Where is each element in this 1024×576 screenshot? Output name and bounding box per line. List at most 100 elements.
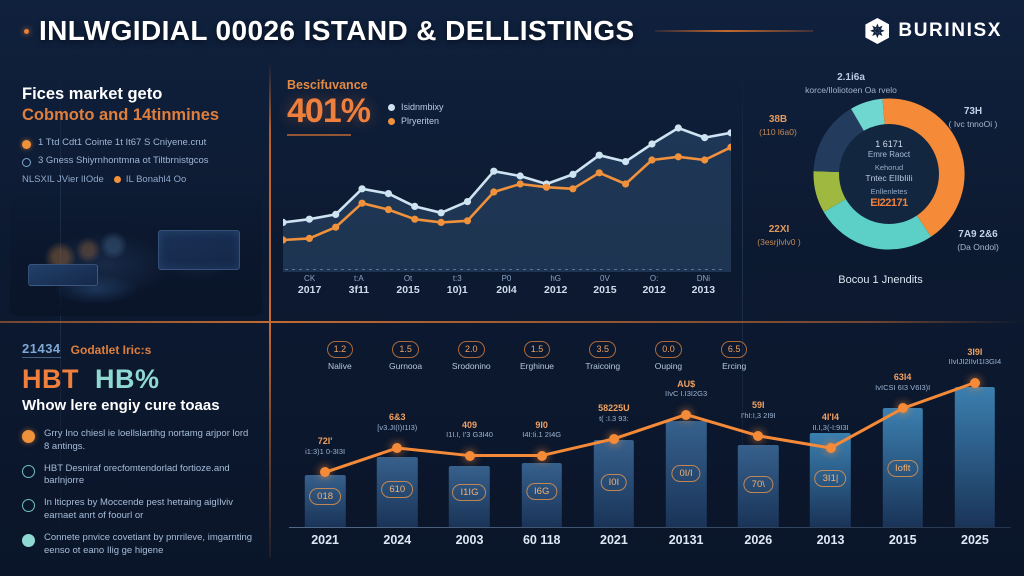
donut-center: 1 6171 Emre Raoct Kehorud Tntec EIIbIiIi… xyxy=(839,124,939,224)
metric-badge[interactable]: 0.0 Ouping xyxy=(636,339,702,371)
bar-column[interactable]: 0I/I xyxy=(650,375,722,527)
metric-badge-label: Ercing xyxy=(722,360,747,371)
donut-chart-panel: 1 6171 Emre Raoct Kehorud Tntec EIIbIiIi… xyxy=(737,64,1024,321)
trend-point[interactable] xyxy=(320,467,331,478)
bar-chart-tick: 2015 xyxy=(888,533,917,547)
bar-value-badge: 018 xyxy=(309,488,342,506)
donut-caption: Bocou 1 Jnendits xyxy=(838,274,923,286)
bar-column[interactable]: Ioflt xyxy=(867,375,939,527)
donut-label-sub: ( Ivc tnnoOi ) xyxy=(948,118,998,129)
trend-point-note: 63I4 IvICSI 6I3 V6I3)I xyxy=(875,372,930,392)
bar-chart-tick: 20131 xyxy=(668,533,704,547)
trend-point[interactable] xyxy=(897,403,908,414)
bar-chart-tick-labels: 2021 2024 2003 60 118 2021 20131 2026 2013 2015 2… xyxy=(289,533,1011,547)
donut-center-line6: EI22171 xyxy=(870,197,908,209)
bar-column[interactable]: I0I xyxy=(578,375,650,527)
tick-top: CK xyxy=(304,274,316,283)
trend-point[interactable] xyxy=(753,430,764,441)
horizontal-divider xyxy=(0,321,1024,323)
bar-chart-tick: 2021 xyxy=(311,533,339,547)
donut-label-value: 22XI xyxy=(768,224,790,235)
dot-marker-icon xyxy=(113,175,121,183)
point-note-value: 72I' xyxy=(317,436,333,447)
intro-tags: NLSXIL JVier lIOde IL Bonahl4 Oo xyxy=(22,174,251,185)
donut-label-sub: (110 l6a0) xyxy=(759,126,797,137)
bar-column[interactable]: 018 xyxy=(289,375,361,527)
legend-swatch-icon xyxy=(387,117,395,125)
donut-segment xyxy=(813,171,848,212)
point-note-value: 9I0 xyxy=(535,419,548,430)
intro-panel: Fices market geto Cobmoto and 14tinmines… xyxy=(0,64,269,321)
bar-chart-plot: 018 610 I1IG I6G I0I 0I/I 70\ 3I1| Ioflt 72I' i1:… xyxy=(289,347,1011,527)
donut-center-line3: Kehorud xyxy=(874,163,904,172)
tick-top: t:A xyxy=(353,274,364,283)
trend-point-note: 4I'I4 II.I,3(-I:9I3I xyxy=(812,412,848,432)
metric-badge[interactable]: 6.5 Ercing xyxy=(701,339,767,371)
trend-point[interactable] xyxy=(969,377,980,388)
point-note-value: 6&3 xyxy=(389,411,406,422)
stat-underline xyxy=(287,134,351,136)
trend-point[interactable] xyxy=(681,409,692,420)
bar-column[interactable]: I6G xyxy=(506,375,578,527)
point-note-sub: t( :I.3 93: xyxy=(599,413,629,423)
bar-value-badge: 3I1| xyxy=(814,470,847,488)
trend-point[interactable] xyxy=(464,450,475,461)
trend-point[interactable] xyxy=(536,450,547,461)
intro-bullet: 3 Gness Shiyrnhontmna ot Tiltbrnistgcos xyxy=(22,155,251,167)
bar-value-badge: I6G xyxy=(526,483,558,501)
point-note-sub: [v3.JI(I)I1I3) xyxy=(377,422,418,432)
point-note-value: 59I xyxy=(752,399,765,410)
tick-top: P0 xyxy=(501,274,512,283)
bar-column[interactable]: I1IG xyxy=(433,375,505,527)
illustration-screen xyxy=(158,230,240,270)
trend-point-note: 58225U t( :I.3 93: xyxy=(598,403,630,423)
bar xyxy=(593,440,635,527)
metric-badge[interactable]: 3.5 Traicoing xyxy=(570,339,636,371)
trend-line-svg xyxy=(323,381,977,474)
line-chart-tick: O: 2012 xyxy=(630,274,679,297)
teal-outline-dot-icon xyxy=(22,499,35,513)
trend-point-note: 59I I'hI:I,3 2I9I xyxy=(741,400,776,420)
brand-logo: ✵ BURINISX xyxy=(865,18,1002,44)
line-chart-tick: DNi 2013 xyxy=(679,274,728,297)
bar-column[interactable]: 70\ xyxy=(722,375,794,527)
metric-badge[interactable]: 1.5 Gurnooa xyxy=(373,339,439,371)
metric-badge-label: Erghinue xyxy=(520,360,555,371)
metric-badge-value: 2.0 xyxy=(458,341,485,358)
metric-badge-label: Ouping xyxy=(654,360,683,371)
hbt-bullet: In lticpres by Moccende pest hetraing ai… xyxy=(22,497,253,523)
bar-column[interactable] xyxy=(939,375,1011,527)
hbt-bullet: HBT Desniraf orecfomtendorlad fortioze.a… xyxy=(22,463,253,489)
trend-point[interactable] xyxy=(392,442,403,453)
trend-point-note: 9I0 I4I:Ii.1 2I4G xyxy=(522,420,561,440)
donut-label-teal: 38B (110 l6a0) xyxy=(739,114,817,137)
trend-point[interactable] xyxy=(825,442,836,453)
tick-bottom: 2015 xyxy=(396,284,420,296)
hbt-bullet-text: Connete pnvice covetiant by pnrrileve, i… xyxy=(44,531,253,556)
bar-column[interactable]: 610 xyxy=(361,375,433,527)
bar-value-badge: 0I/I xyxy=(671,465,701,483)
legend-swatch-icon xyxy=(387,103,395,111)
line-chart-tick: 0V 2015 xyxy=(580,274,629,297)
line-chart-tick: Ot 2015 xyxy=(383,274,432,297)
bar-chart-tick: 2025 xyxy=(961,533,989,547)
orange-dot-icon xyxy=(22,140,31,150)
point-note-value: 58225U xyxy=(598,402,630,413)
legend-label: Isidnmbixy xyxy=(400,102,444,112)
trend-point[interactable] xyxy=(608,433,619,444)
trend-point-note: 6&3 [v3.JI(I)I1I3) xyxy=(377,412,417,432)
donut-center-line4: Tntec EIIbIiIi xyxy=(865,173,913,183)
hbt-tagline: Whow lere engiy cure toaas xyxy=(22,397,220,414)
point-note-sub: I1I.I, I'3 G3I40 xyxy=(446,430,493,440)
metric-badge[interactable]: 1.2 Nalive xyxy=(307,339,373,371)
tick-top: Ot xyxy=(403,274,413,283)
metric-badge[interactable]: 2.0 Srodonino xyxy=(438,339,504,371)
donut-chart-svg xyxy=(813,98,965,250)
intro-heading-line2: Cobmoto and 14tinmines xyxy=(22,105,220,124)
metric-badge-label: Traicoing xyxy=(585,360,621,371)
hbt-bullet-text: In lticpres by Moccende pest hetraing ai… xyxy=(44,497,234,522)
metric-badge[interactable]: 1.5 Erghinue xyxy=(504,339,570,371)
metric-badge-value: 1.5 xyxy=(523,341,551,358)
header-rule xyxy=(654,30,813,32)
